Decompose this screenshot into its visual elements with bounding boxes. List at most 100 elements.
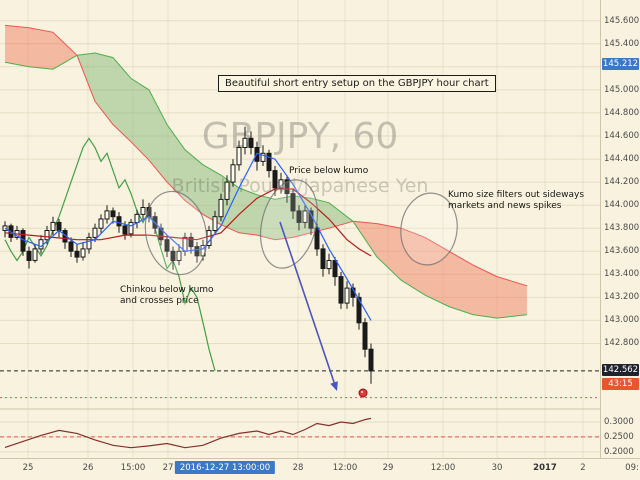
time-axis-label: 29 xyxy=(382,463,394,473)
time-axis-label: 2017 xyxy=(533,463,557,473)
price-axis-label: 143.200 xyxy=(604,292,640,302)
candle-body xyxy=(266,152,272,172)
price-axis-label: 144.800 xyxy=(604,108,640,118)
price-axis-label: 145.600 xyxy=(604,16,640,26)
time-axis-label: 09: xyxy=(625,463,639,473)
kijun-line xyxy=(4,188,372,257)
candle-body xyxy=(296,210,302,223)
chikou-line xyxy=(4,137,216,372)
candle-body xyxy=(170,250,176,262)
candle-body xyxy=(314,227,320,250)
candle-body xyxy=(26,250,32,262)
tenkan-line xyxy=(4,152,372,321)
watermark-symbol: GBPJPY, 60 xyxy=(202,116,399,157)
senkou-b-line xyxy=(76,55,354,241)
trend-arrow xyxy=(279,221,337,387)
time-axis-label: 12:00 xyxy=(430,463,456,473)
candle-body xyxy=(290,193,296,212)
candle-body xyxy=(110,210,116,218)
price-axis-label: 143.800 xyxy=(604,223,640,233)
price-axis-label: 143.600 xyxy=(604,246,640,256)
annotation-text: markets and news spikes xyxy=(448,201,562,211)
time-axis[interactable]: 2016-12-27 13:00:00 25 26 15:00 27 28 12:00 29… xyxy=(0,458,640,480)
candle-body xyxy=(44,230,50,241)
annotation-kumo-size[interactable]: Kumo size filters out sideways markets a… xyxy=(448,190,584,212)
kumo-cloud xyxy=(353,221,527,319)
candle-body xyxy=(164,239,170,252)
time-axis-label: 26 xyxy=(82,463,94,473)
annotation-text: Price below kumo xyxy=(289,166,369,176)
anchored-note-text: Beautiful short entry setup on the GBPJP… xyxy=(225,78,489,89)
time-axis-label: 30 xyxy=(491,463,503,473)
candle-body xyxy=(74,250,80,258)
last-price-badge: 142.562 xyxy=(602,364,639,376)
annotation-text: Chinkou below kumo xyxy=(120,285,214,295)
anchored-note-box[interactable]: Beautiful short entry setup on the GBPJP… xyxy=(218,75,496,92)
sub-axis-label: 0.2000 xyxy=(604,447,634,457)
candle-body xyxy=(80,248,86,258)
candle-body xyxy=(230,164,236,183)
price-axis[interactable]: 145.212 142.562 43:15 145.600 145.400 145.… xyxy=(600,0,640,458)
candle-body xyxy=(134,213,140,223)
candle-body xyxy=(272,170,278,189)
senkou-a-line xyxy=(76,52,354,222)
candle-body xyxy=(284,179,290,195)
senkou-a-line xyxy=(352,221,528,319)
trend-arrow-head xyxy=(330,381,338,391)
candle-body xyxy=(212,216,218,231)
price-axis-label: 144.400 xyxy=(604,154,640,164)
candle-body xyxy=(326,260,332,270)
time-axis-label: 28 xyxy=(292,463,304,473)
candle-body xyxy=(176,250,182,262)
highlight-ellipse xyxy=(400,192,458,266)
candle-body xyxy=(128,221,134,235)
candle-body xyxy=(122,225,128,235)
time-axis-label: 15:00 xyxy=(120,463,146,473)
candle-body xyxy=(32,248,38,261)
candle-body xyxy=(86,236,92,250)
senkou-b-line xyxy=(352,220,528,287)
price-axis-label: 144.000 xyxy=(604,200,640,210)
sell-marker-icon xyxy=(358,388,368,398)
candle-body xyxy=(308,210,314,229)
time-axis-label: 25 xyxy=(22,463,34,473)
candle-body xyxy=(194,246,200,257)
price-axis-label: 145.400 xyxy=(604,39,640,49)
highlight-ellipse xyxy=(260,179,318,269)
time-axis-label: 27 xyxy=(162,463,174,473)
candle-body xyxy=(242,137,248,149)
candle-body xyxy=(248,137,254,149)
candle-body xyxy=(218,198,224,218)
kumo-cloud xyxy=(77,53,353,240)
candle-body xyxy=(68,241,74,252)
price-axis-label: 144.600 xyxy=(604,131,640,141)
sub-axis-label: 0.3000 xyxy=(604,417,634,427)
time-axis-label: 12:00 xyxy=(332,463,358,473)
candle-body xyxy=(368,348,374,372)
candle-body xyxy=(236,147,242,166)
highlight-ellipse xyxy=(144,190,208,276)
candle-body xyxy=(92,227,98,238)
candle-body xyxy=(116,216,122,227)
watermark-name: British Pound/Japanese Yen xyxy=(172,175,429,197)
candle-body xyxy=(56,221,62,231)
candle-body xyxy=(362,322,368,350)
annotation-text: Kumo size filters out sideways xyxy=(448,190,585,200)
candle-body xyxy=(356,296,362,324)
candle-body xyxy=(50,221,56,231)
price-axis-label: 142.800 xyxy=(604,338,640,348)
annotation-text: and crosses price xyxy=(120,296,199,306)
oscillator-line xyxy=(4,417,372,449)
candle-body xyxy=(320,248,326,269)
annotation-price-below-kumo[interactable]: Price below kumo xyxy=(289,166,368,177)
candle-body xyxy=(38,239,44,250)
price-axis-label: 144.200 xyxy=(604,177,640,187)
candle-body xyxy=(224,181,230,200)
sub-axis-label: 0.2500 xyxy=(604,432,634,442)
price-axis-blue-badge: 145.212 xyxy=(602,58,639,70)
candle-body xyxy=(332,260,338,278)
candle-body xyxy=(260,152,266,162)
annotation-chinkou[interactable]: Chinkou below kumo and crosses price xyxy=(120,285,214,307)
candle-body xyxy=(140,207,146,215)
